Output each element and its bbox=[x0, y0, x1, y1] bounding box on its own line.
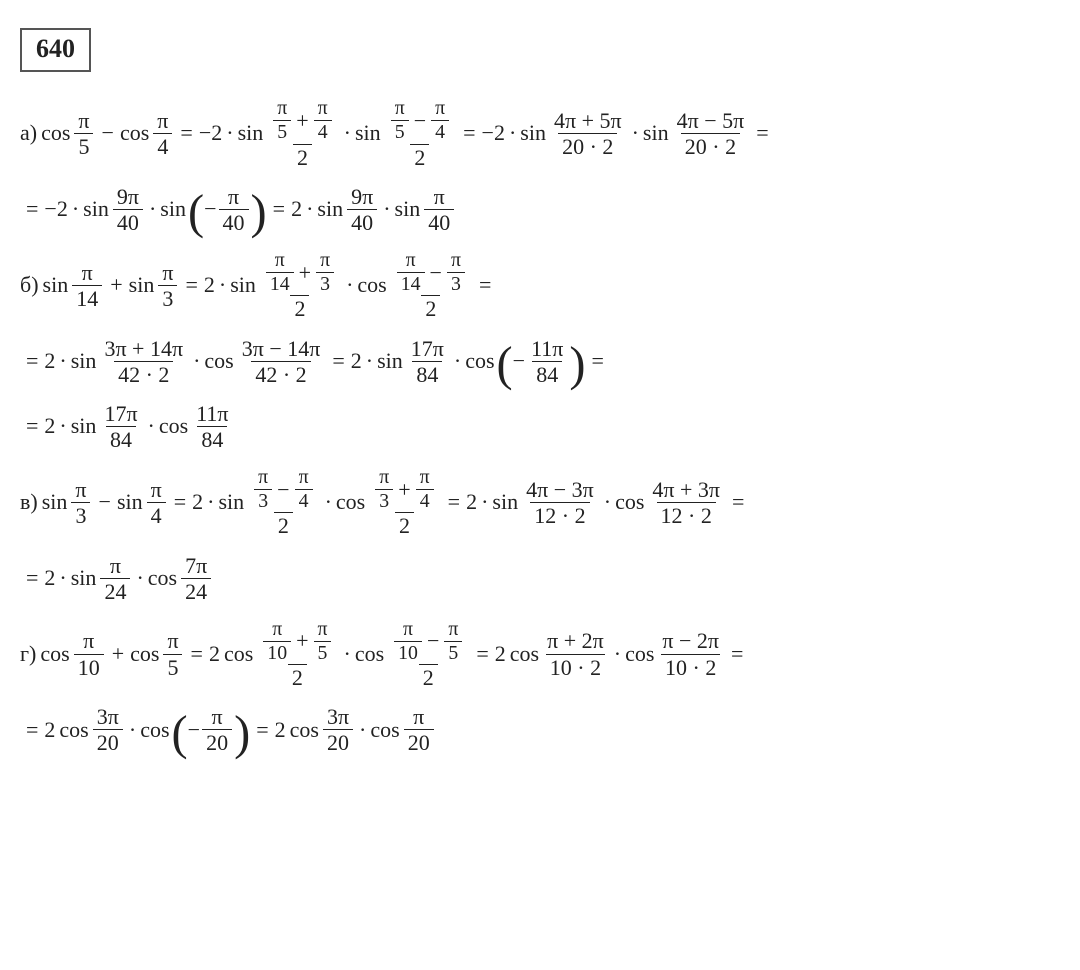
label-b: б) bbox=[20, 272, 39, 298]
cos: cos bbox=[41, 120, 70, 146]
label-g: г) bbox=[20, 641, 36, 667]
part-v-line-1: в) sin π3 − sin π4 = 2· sin π3 − π4 2 · … bbox=[20, 467, 1060, 538]
part-b-line-1: б) sin π14 + sin π3 = 2· sin π14 + π3 2 … bbox=[20, 250, 1060, 321]
problem-number: 640 bbox=[20, 28, 91, 72]
label-v: в) bbox=[20, 489, 38, 515]
part-g-line-2: = 2 cos 3π20 · cos ( − π20 ) = 2 cos 3π2… bbox=[20, 705, 1060, 754]
part-a-line-1: а) cos π5 − cos π4 = −2· sin π5 + π4 2 ·… bbox=[20, 98, 1060, 169]
part-v-line-2: = 2· sin π24 · cos 7π24 bbox=[20, 554, 1060, 603]
part-b-line-3: = 2· sin 17π84 · cos 11π84 bbox=[20, 402, 1060, 451]
part-b-line-2: = 2· sin 3π + 14π42 · 2 · cos 3π − 14π42… bbox=[20, 337, 1060, 386]
part-g-line-1: г) cos π10 + cos π5 = 2 cos π10 + π5 2 ·… bbox=[20, 619, 1060, 690]
part-a-line-2: = −2· sin 9π40 · sin ( − π40 ) = 2· sin … bbox=[20, 185, 1060, 234]
label-a: а) bbox=[20, 120, 37, 146]
